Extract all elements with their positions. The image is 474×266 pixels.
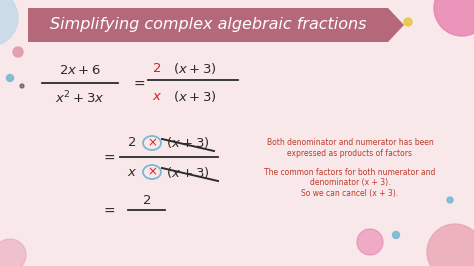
Text: $2$: $2$ — [153, 61, 162, 74]
Circle shape — [404, 18, 412, 26]
Text: $(x+3)$: $(x+3)$ — [166, 135, 210, 151]
Circle shape — [392, 231, 400, 239]
Text: $(x+3)$: $(x+3)$ — [166, 164, 210, 180]
Circle shape — [0, 239, 26, 266]
Text: $x$: $x$ — [127, 165, 137, 178]
Circle shape — [427, 224, 474, 266]
Circle shape — [434, 0, 474, 36]
Text: $2$: $2$ — [128, 136, 137, 149]
Circle shape — [7, 74, 13, 81]
Text: $2x + 6$: $2x + 6$ — [59, 64, 101, 77]
Text: $x$: $x$ — [152, 89, 162, 102]
Text: Both denominator and numerator has been
expressed as products of factors: Both denominator and numerator has been … — [266, 138, 433, 158]
Circle shape — [0, 0, 18, 46]
Text: $=$: $=$ — [100, 203, 115, 217]
Text: $2$: $2$ — [143, 193, 152, 206]
Circle shape — [13, 47, 23, 57]
Text: $x^2 + 3x$: $x^2 + 3x$ — [55, 90, 105, 106]
Text: $(x + 3)$: $(x + 3)$ — [173, 89, 217, 103]
Text: $(x + 3)$: $(x + 3)$ — [173, 60, 217, 76]
Text: The common factors for both numerator and
denominator (x + 3).
So we can cancel : The common factors for both numerator an… — [264, 168, 436, 198]
Text: $\times$: $\times$ — [147, 165, 157, 178]
Text: Simplifying complex algebraic fractions: Simplifying complex algebraic fractions — [50, 18, 366, 32]
Text: $\times$: $\times$ — [147, 136, 157, 149]
Text: $=$: $=$ — [100, 150, 115, 164]
Circle shape — [447, 197, 453, 203]
Circle shape — [357, 229, 383, 255]
Polygon shape — [28, 8, 404, 42]
Circle shape — [20, 84, 24, 88]
Text: $=$: $=$ — [130, 76, 146, 90]
